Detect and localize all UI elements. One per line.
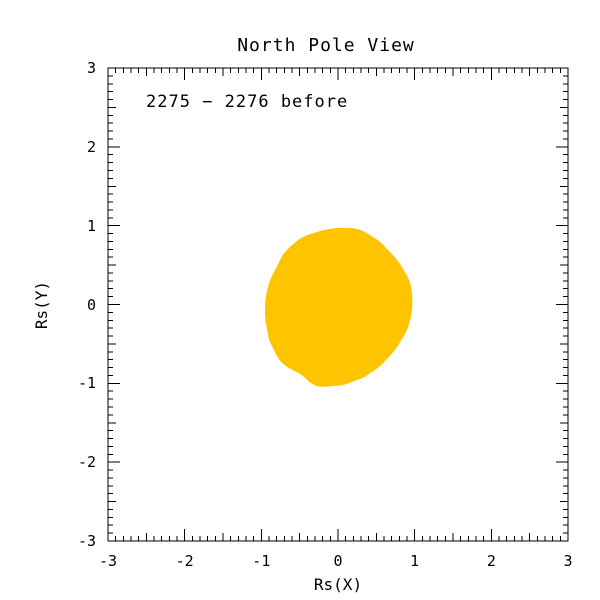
- y-tick-label: 2: [86, 137, 96, 156]
- y-tick-label: -2: [77, 453, 96, 472]
- x-axis-label: Rs(X): [313, 575, 363, 594]
- x-tick-label: -3: [98, 552, 118, 570]
- y-axis-label: Rs(Y): [32, 280, 51, 330]
- y-tick-label: 0: [86, 295, 96, 314]
- x-tick-label: -1: [252, 552, 271, 570]
- x-tick-label: 0: [333, 552, 343, 570]
- x-tick-label: -2: [175, 552, 194, 570]
- sun-disk: [265, 227, 413, 387]
- y-tick-label: -3: [77, 532, 96, 550]
- y-tick-label: -1: [77, 374, 96, 393]
- x-tick-label: 1: [410, 552, 420, 570]
- axes-box: [107, 67, 569, 542]
- y-tick-label: 3: [86, 59, 96, 77]
- y-tick-label: 1: [86, 216, 96, 235]
- annotation-label: 2275 − 2276 before: [146, 92, 349, 112]
- field-lines-layer: [265, 227, 413, 387]
- x-tick-label: 2: [486, 552, 496, 570]
- x-tick-label: 3: [563, 552, 573, 570]
- chart-title: North Pole View: [237, 35, 415, 56]
